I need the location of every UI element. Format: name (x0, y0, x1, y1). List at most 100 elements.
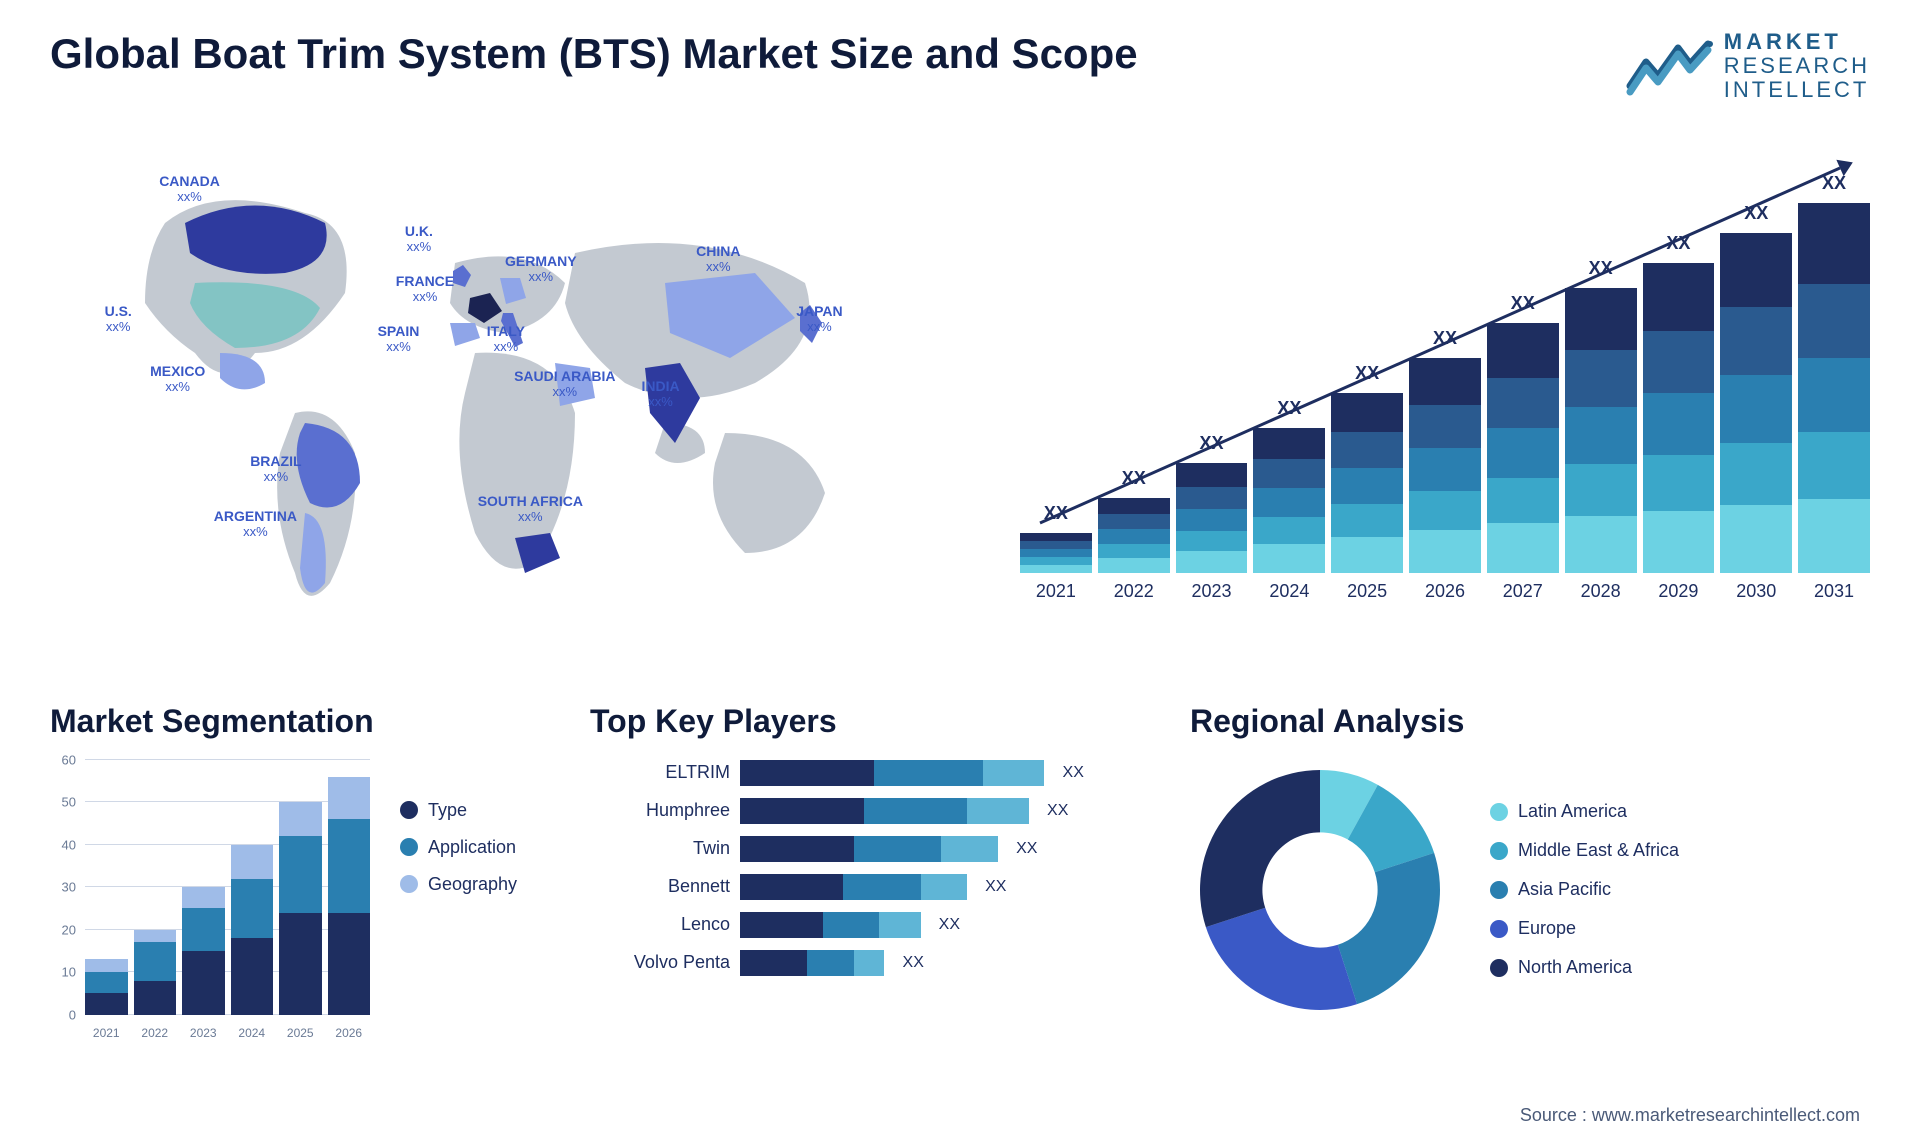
growth-bar-segment (1565, 288, 1637, 351)
growth-bar-segment (1720, 307, 1792, 375)
regional-legend: Latin AmericaMiddle East & AfricaAsia Pa… (1490, 801, 1679, 978)
player-row: Volvo Penta XX (590, 950, 1150, 976)
logo-line3: INTELLECT (1724, 78, 1870, 102)
growth-bar-segment (1565, 464, 1637, 515)
growth-bar: XX (1020, 533, 1092, 573)
seg-bar (134, 930, 177, 1015)
world-map (50, 153, 960, 653)
growth-bar-segment (1565, 407, 1637, 464)
growth-bar-label: XX (1487, 293, 1559, 314)
growth-xaxis-tick: 2031 (1798, 581, 1870, 602)
player-bar-segment (740, 874, 843, 900)
seg-bar-segment (279, 913, 322, 1015)
player-bar-segment (967, 798, 1029, 824)
player-value: XX (939, 916, 960, 934)
player-bar-segment (874, 760, 982, 786)
growth-bar-segment (1643, 263, 1715, 331)
growth-bar-segment (1020, 533, 1092, 542)
growth-bar-segment (1176, 551, 1248, 573)
growth-bar-segment (1720, 375, 1792, 443)
map-label: CANADAxx% (159, 173, 220, 205)
legend-label: Application (428, 837, 516, 858)
legend-swatch (400, 801, 418, 819)
legend-label: Type (428, 800, 467, 821)
segmentation-legend: Type Application Geography (400, 760, 517, 1040)
map-label: SPAINxx% (378, 323, 420, 355)
growth-bar-label: XX (1643, 233, 1715, 254)
map-label: CHINAxx% (696, 243, 740, 275)
growth-bar-label: XX (1331, 363, 1403, 384)
player-name: Bennett (590, 876, 730, 897)
seg-xaxis-tick: 2024 (231, 1026, 274, 1040)
growth-bar: XX (1643, 263, 1715, 573)
legend-swatch (1490, 920, 1508, 938)
growth-bar-segment (1331, 537, 1403, 573)
regional-legend-item: Europe (1490, 918, 1679, 939)
logo-line1: MARKET (1724, 30, 1870, 54)
growth-bar-segment (1098, 529, 1170, 544)
growth-bar-segment (1798, 203, 1870, 284)
growth-xaxis-tick: 2023 (1176, 581, 1248, 602)
seg-ytick: 60 (62, 752, 76, 767)
growth-bar-segment (1176, 509, 1248, 531)
regional-donut-chart (1190, 760, 1450, 1020)
growth-bar: XX (1409, 358, 1481, 573)
source-citation: Source : www.marketresearchintellect.com (1520, 1105, 1860, 1126)
world-map-panel: CANADAxx%U.S.xx%MEXICOxx%BRAZILxx%ARGENT… (50, 143, 960, 643)
seg-bar-segment (328, 777, 371, 820)
key-players-panel: Top Key Players ELTRIMXXHumphreeXXTwinXX… (590, 703, 1150, 1040)
growth-xaxis-tick: 2030 (1720, 581, 1792, 602)
legend-label: Geography (428, 874, 517, 895)
growth-bar-label: XX (1098, 468, 1170, 489)
map-label: JAPANxx% (796, 303, 842, 335)
player-bar-segment (854, 950, 885, 976)
legend-swatch (1490, 803, 1508, 821)
growth-bar-label: XX (1798, 173, 1870, 194)
player-bar-segment (879, 912, 920, 938)
seg-bar-segment (328, 913, 371, 1015)
growth-bar-segment (1565, 350, 1637, 407)
player-bar (740, 798, 1029, 824)
growth-bar-segment (1020, 557, 1092, 564)
player-bar-segment (807, 950, 853, 976)
legend-swatch (1490, 959, 1508, 977)
seg-bar-segment (134, 942, 177, 980)
segmentation-panel: Market Segmentation 0102030405060 202120… (50, 703, 550, 1040)
seg-bar-segment (231, 938, 274, 1015)
player-value: XX (1016, 840, 1037, 858)
player-row: ELTRIMXX (590, 760, 1150, 786)
seg-ytick: 30 (62, 880, 76, 895)
player-value: XX (903, 954, 924, 972)
seg-legend-item: Geography (400, 874, 517, 895)
growth-xaxis-tick: 2025 (1331, 581, 1403, 602)
seg-bar-segment (134, 930, 177, 943)
map-label: U.S.xx% (105, 303, 132, 335)
legend-swatch (400, 838, 418, 856)
growth-bar-chart: XXXXXXXXXXXXXXXXXXXXXX 20212022202320242… (1020, 143, 1870, 643)
growth-bar-label: XX (1565, 258, 1637, 279)
player-bar (740, 912, 921, 938)
player-bar (740, 760, 1045, 786)
growth-bar-segment (1098, 558, 1170, 573)
growth-bar-segment (1643, 331, 1715, 393)
growth-bar-segment (1487, 323, 1559, 378)
seg-ytick: 10 (62, 965, 76, 980)
growth-bar: XX (1720, 233, 1792, 573)
player-value: XX (1063, 764, 1084, 782)
seg-bar-segment (85, 993, 128, 1014)
player-value: XX (985, 878, 1006, 896)
seg-bar-segment (182, 951, 225, 1015)
header: Global Boat Trim System (BTS) Market Siz… (50, 30, 1870, 103)
player-name: Volvo Penta (590, 952, 730, 973)
donut-slice (1206, 907, 1357, 1009)
seg-bar-segment (182, 908, 225, 951)
seg-ytick: 50 (62, 795, 76, 810)
growth-bar-segment (1331, 468, 1403, 504)
growth-bar-segment (1331, 432, 1403, 468)
seg-bar-segment (328, 819, 371, 913)
key-players-title: Top Key Players (590, 703, 1150, 740)
growth-xaxis-tick: 2028 (1565, 581, 1637, 602)
growth-xaxis-tick: 2029 (1643, 581, 1715, 602)
seg-bar-segment (231, 845, 274, 879)
seg-bar (328, 777, 371, 1015)
